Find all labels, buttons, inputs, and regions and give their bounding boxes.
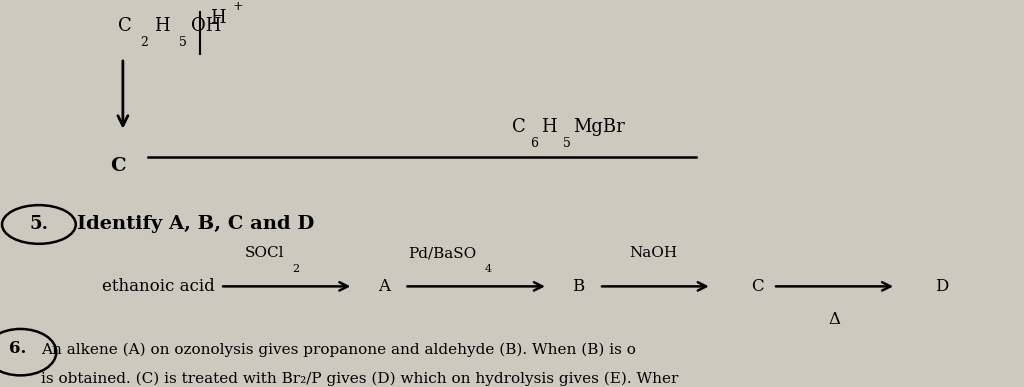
Text: NaOH: NaOH — [630, 247, 677, 260]
Text: Pd/BaSO: Pd/BaSO — [408, 247, 476, 260]
Text: C: C — [110, 158, 126, 175]
Text: 5: 5 — [179, 36, 187, 50]
Text: is obtained. (C) is treated with Br₂/P gives (D) which on hydrolysis gives (E). : is obtained. (C) is treated with Br₂/P g… — [41, 372, 678, 386]
Text: 2: 2 — [292, 264, 299, 274]
Text: +: + — [232, 0, 243, 13]
Text: MgBr: MgBr — [573, 118, 626, 135]
Text: OH: OH — [191, 17, 222, 35]
Text: ethanoic acid: ethanoic acid — [102, 278, 215, 295]
Text: SOCl: SOCl — [245, 247, 285, 260]
Text: 4: 4 — [484, 264, 492, 274]
Text: 2: 2 — [140, 36, 148, 50]
Text: An alkene (A) on ozonolysis gives propanone and aldehyde (B). When (B) is o: An alkene (A) on ozonolysis gives propan… — [41, 342, 636, 357]
Text: 5: 5 — [563, 137, 571, 150]
Text: A: A — [378, 278, 390, 295]
Text: D: D — [935, 278, 949, 295]
Text: H: H — [210, 9, 225, 27]
Text: 5.: 5. — [30, 216, 48, 233]
Text: Identify A, B, C and D: Identify A, B, C and D — [77, 216, 314, 233]
Text: C: C — [512, 118, 525, 135]
Text: H: H — [541, 118, 556, 135]
Text: 6.: 6. — [9, 340, 26, 357]
Text: H: H — [154, 17, 169, 35]
Text: C: C — [118, 17, 131, 35]
Text: C: C — [752, 278, 764, 295]
Text: Δ: Δ — [828, 311, 841, 328]
Text: 6: 6 — [530, 137, 539, 150]
Text: B: B — [572, 278, 585, 295]
